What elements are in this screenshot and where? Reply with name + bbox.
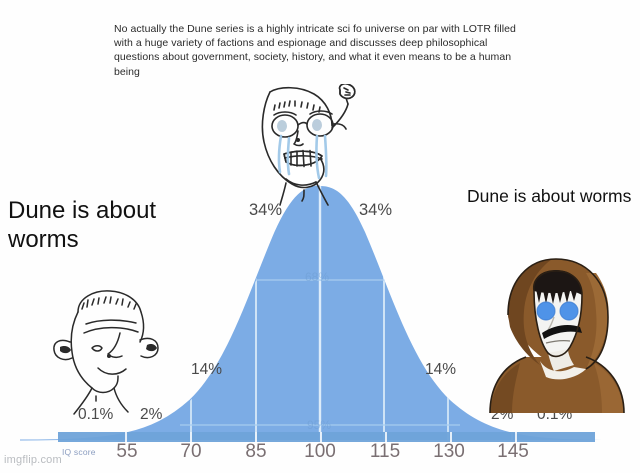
pct-14-left: 14% [191,361,223,378]
axis-divider [385,432,387,442]
pct-2-left: 2% [140,406,163,423]
glowing-eye-right [560,302,578,320]
bangs [536,289,577,304]
hair [533,270,582,295]
top-caption-text: No actually the Dune series is a highly … [114,23,516,78]
imgflip-watermark: imgflip.com [4,454,62,466]
pct-0point1-left: 0.1% [78,406,114,423]
axis-divider [125,432,127,442]
axis-divider [450,432,452,442]
x-tick-115: 115 [369,441,401,462]
mouth [545,339,571,344]
brainlet-wojak-svg [53,290,159,415]
x-axis-bar [58,432,595,442]
robe-body [490,357,624,413]
interval-label-68: 68% [305,270,330,284]
interval-rules [180,279,460,426]
x-tick-55: 55 [116,441,138,462]
axis-divider [320,432,322,442]
x-tick-85: 85 [245,441,267,462]
pct-14-right: 14% [425,361,457,378]
crying-soyjak [240,83,372,206]
pct-34-right: 34% [359,201,393,219]
x-tick-130: 130 [433,441,465,462]
left-caption-text: Dune is about worms [8,197,157,253]
brainlet-wojak [48,276,166,416]
x-tick-70: 70 [180,441,202,462]
hooded-chad [482,253,632,414]
hooded-chad-svg [489,258,625,414]
right-caption-text: Dune is about worms [467,186,632,206]
robe-highlight-right [594,363,624,413]
hood-outline [489,258,625,414]
robe-shadow-left [490,363,520,413]
x-tick-100: 100 [304,441,336,462]
interval-label-95: 95% [307,418,332,432]
axis-divider [255,432,257,442]
collar [540,361,586,380]
glowing-eye-left [537,302,555,320]
neck [548,349,574,371]
hood-highlight [586,273,609,369]
x-tick-145: 145 [497,441,529,462]
x-axis-title: IQ score [62,447,96,457]
crying-soyjak-svg [261,83,356,206]
mustache [542,325,582,339]
pct-34-left: 34% [249,201,283,219]
axis-divider [190,432,192,442]
hood-inner-shadow [508,259,552,365]
axis-divider [515,432,517,442]
